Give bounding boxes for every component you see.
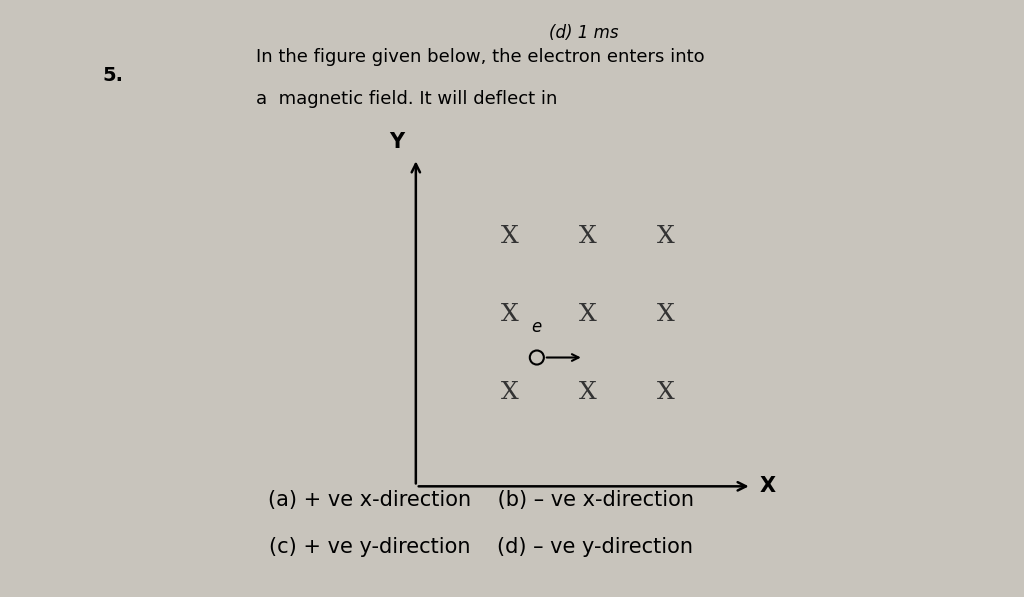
Text: X: X — [656, 225, 675, 248]
Text: X: X — [579, 381, 596, 404]
Text: Y: Y — [389, 132, 404, 152]
Text: (c) + ve y-direction    (d) – ve y-direction: (c) + ve y-direction (d) – ve y-directio… — [269, 537, 693, 558]
Text: X: X — [501, 225, 518, 248]
Text: (d) 1 ms: (d) 1 ms — [549, 24, 618, 42]
Text: X: X — [579, 303, 596, 326]
Text: X: X — [579, 225, 596, 248]
Text: X: X — [760, 476, 775, 496]
Text: X: X — [656, 303, 675, 326]
Text: X: X — [501, 303, 518, 326]
Text: e: e — [531, 318, 542, 337]
Text: a  magnetic field. It will deflect in: a magnetic field. It will deflect in — [256, 90, 557, 107]
Text: (a) + ve x-direction    (b) – ve x-direction: (a) + ve x-direction (b) – ve x-directio… — [268, 490, 694, 510]
Text: In the figure given below, the electron enters into: In the figure given below, the electron … — [256, 48, 705, 66]
Text: 5.: 5. — [102, 66, 124, 85]
Text: X: X — [501, 381, 518, 404]
Text: X: X — [656, 381, 675, 404]
